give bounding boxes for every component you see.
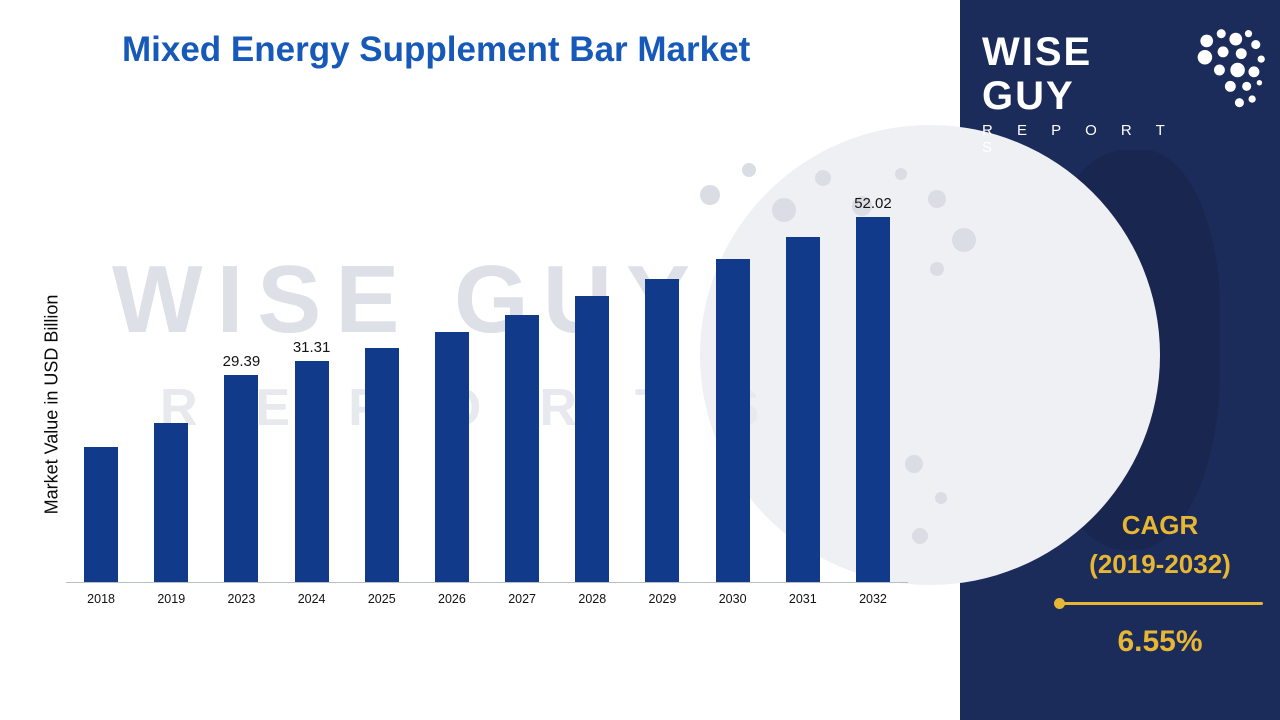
bar-2023: 29.39 [206,195,276,582]
bar-2026 [417,195,487,582]
cagr-block: CAGR (2019-2032) 6.55% [1040,510,1280,659]
bar-2019 [136,195,206,582]
x-axis-label-2030: 2030 [718,592,747,606]
x-axis-label-2026: 2026 [438,592,466,606]
x-axis-label-2031: 2031 [788,592,817,606]
logo-face-icon [1197,29,1265,108]
logo-wordmark: WISE GUY [982,30,1093,118]
cagr-value: 6.55% [1117,625,1203,658]
bar-2024: 31.31 [277,195,347,582]
logo-subtitle: R E P O R T S [982,122,1175,156]
cagr-label: CAGR [1121,510,1199,540]
bar-2029 [627,195,697,582]
bar-2032: 52.02 [838,195,908,582]
x-axis-label-2032: 2032 [859,592,887,606]
cagr-divider-line [1053,598,1263,609]
bar-value-label-2032: 52.02 [854,195,892,212]
bar-2018 [66,195,136,582]
bar-2030 [698,195,768,582]
x-axis-label-2029: 2029 [648,592,677,606]
cagr-range: (2019-2032) [1089,549,1231,579]
bar-value-label-2023: 29.39 [222,353,261,370]
x-axis-label-2023: 2023 [227,592,256,606]
x-axis-label-2018: 2018 [87,592,115,606]
x-axis-label-2027: 2027 [508,592,537,606]
x-axis-label-2025: 2025 [367,592,396,606]
x-axis-label-2024: 2024 [297,592,326,606]
x-axis-label-2019: 2019 [157,592,186,606]
bar-chart: 29.39 31.31 52.02 [66,195,908,583]
x-axis-label-2028: 2028 [578,592,607,606]
wise-guy-reports-logo: WISE GUY R E P O R T S [982,29,1272,156]
bar-2027 [487,195,557,582]
bar-2025 [347,195,417,582]
bar-value-label-2024: 31.31 [292,339,331,356]
x-axis-labels: 2018 2019 2023 2024 2025 2026 2027 2028 2029 2030… [66,592,908,606]
page-title: Mixed Energy Supplement Bar Market [122,30,751,69]
bar-2028 [557,195,627,582]
bar-2031 [768,195,838,582]
y-axis-title: Market Value in USD Billion [41,294,62,515]
